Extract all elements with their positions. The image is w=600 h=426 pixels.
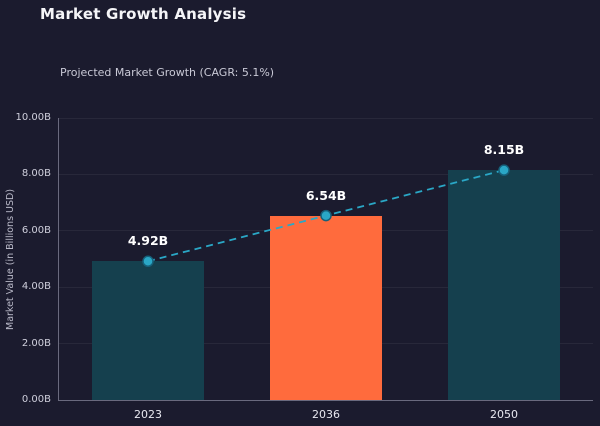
y-tick-label: 0.00B (21, 394, 51, 405)
value-label: 8.15B (483, 142, 525, 158)
bar-2023 (91, 261, 205, 400)
bar-2050 (447, 170, 561, 400)
value-label: 4.92B (127, 233, 169, 249)
chart-title: Market Growth Analysis (40, 5, 247, 23)
x-tick-label: 2050 (490, 408, 518, 421)
y-tick-label: 8.00B (21, 168, 51, 180)
y-tick-label: 10.00B (15, 112, 52, 123)
plot-area: 0.00B 2.00B 4.00B 6.00B 8.00B 10.00B 2023 4.92B… (16, 112, 593, 421)
y-axis-title: Market Value (in Billions USD) (5, 188, 16, 330)
gridline (59, 117, 593, 119)
x-tick-label: 2023 (134, 408, 162, 421)
y-tick-label: 6.00B (21, 224, 51, 236)
chart-subtitle: Projected Market Growth (CAGR: 5.1%) (60, 66, 275, 79)
x-tick-label: 2036 (312, 408, 340, 421)
bar-2036 (269, 215, 383, 400)
value-label: 6.54B (305, 187, 347, 203)
y-tick-label: 2.00B (21, 337, 51, 349)
y-tick-label: 4.00B (21, 281, 51, 293)
